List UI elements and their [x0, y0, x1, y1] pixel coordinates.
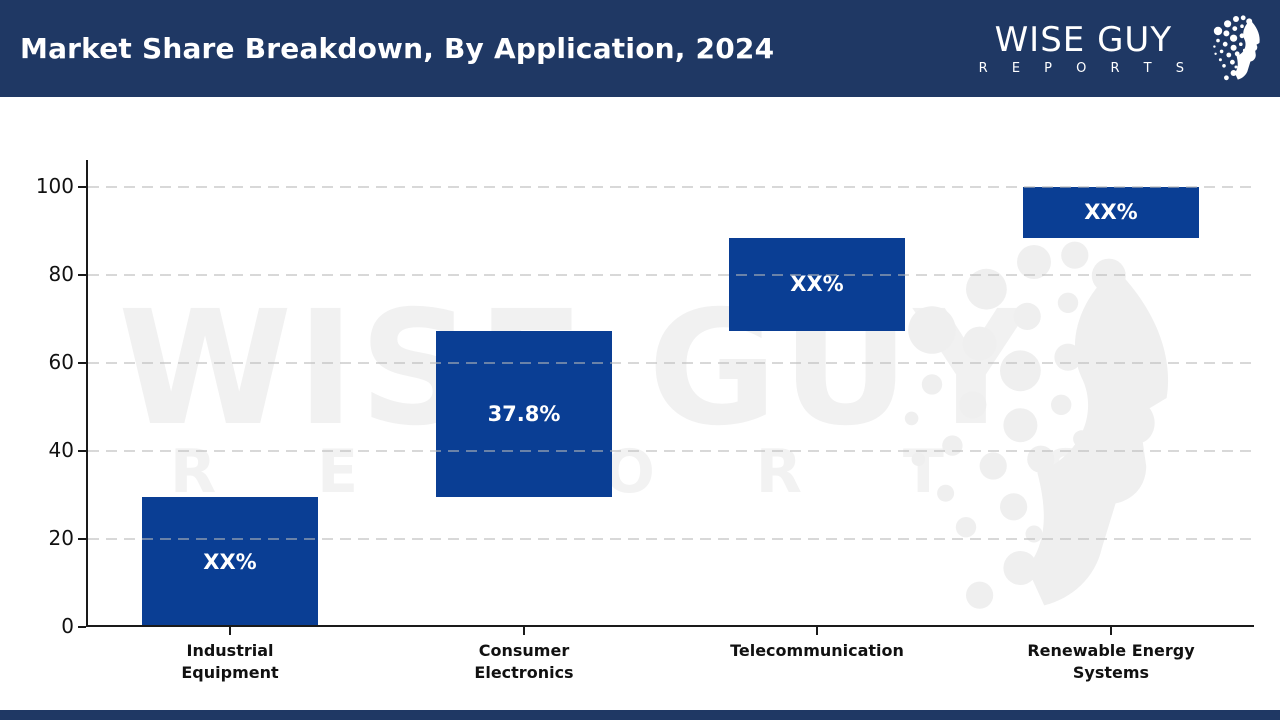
- y-axis-tick: [78, 538, 86, 540]
- bar: XX%: [142, 497, 318, 627]
- header-bar: Market Share Breakdown, By Application, …: [0, 0, 1280, 97]
- brand-logo: WISE GUY R E P O R T S: [973, 7, 1260, 91]
- y-tick-label: 100: [35, 174, 74, 198]
- bar: XX%: [729, 237, 905, 331]
- y-tick-label: 80: [48, 262, 74, 286]
- bar-value-label: XX%: [1084, 200, 1138, 225]
- x-category-label: Consumer Electronics: [379, 640, 669, 683]
- x-category-label: Industrial Equipment: [85, 640, 375, 683]
- x-axis-tick: [229, 627, 231, 635]
- chart-title: Market Share Breakdown, By Application, …: [20, 32, 775, 65]
- x-axis-line: [86, 625, 1254, 627]
- y-axis-tick: [78, 626, 86, 628]
- brand-name: WISE GUY: [994, 19, 1173, 60]
- gridline: [88, 362, 1254, 364]
- chart-area: WISE GUY R E P O R T S 0 20 40 60 80 100 XX% In…: [0, 97, 1280, 710]
- x-category-label-line: Industrial: [186, 641, 274, 660]
- bar-value-label: XX%: [790, 272, 844, 297]
- x-axis-tick: [816, 627, 818, 635]
- brand-logo-text: WISE GUY R E P O R T S: [973, 23, 1194, 75]
- y-tick-label: 0: [61, 614, 74, 638]
- x-category-label: Telecommunication: [672, 640, 962, 662]
- brand-subtitle: R E P O R T S: [978, 60, 1194, 76]
- gridline: [88, 538, 1254, 540]
- x-category-label-line: Telecommunication: [730, 641, 904, 660]
- y-axis-tick: [78, 450, 86, 452]
- gridline: [88, 274, 1254, 276]
- y-tick-label: 20: [48, 526, 74, 550]
- y-tick-label: 60: [48, 350, 74, 374]
- gridline: [88, 450, 1254, 452]
- footer-bar: [0, 710, 1280, 720]
- x-axis-tick: [1110, 627, 1112, 635]
- bar: 37.8%: [436, 330, 612, 498]
- x-category-label-line: Equipment: [181, 662, 279, 682]
- x-category-label-line: Systems: [1072, 662, 1150, 682]
- y-axis-tick: [78, 362, 86, 364]
- bar-value-label: XX%: [203, 550, 257, 575]
- y-axis-tick: [78, 186, 86, 188]
- bar: XX%: [1023, 187, 1199, 238]
- x-category-label: Renewable Energy Systems: [966, 640, 1256, 683]
- brand-face-icon: [1213, 14, 1260, 80]
- x-axis-tick: [523, 627, 525, 635]
- y-axis-line: [86, 160, 88, 627]
- x-category-label-line: Renewable Energy: [1027, 641, 1195, 660]
- x-category-label-line: Electronics: [474, 662, 574, 682]
- x-category-label-line: Consumer: [478, 641, 570, 660]
- y-axis-tick: [78, 274, 86, 276]
- y-tick-label: 40: [48, 438, 74, 462]
- gridline: [88, 186, 1254, 188]
- bar-value-label: 37.8%: [487, 402, 561, 427]
